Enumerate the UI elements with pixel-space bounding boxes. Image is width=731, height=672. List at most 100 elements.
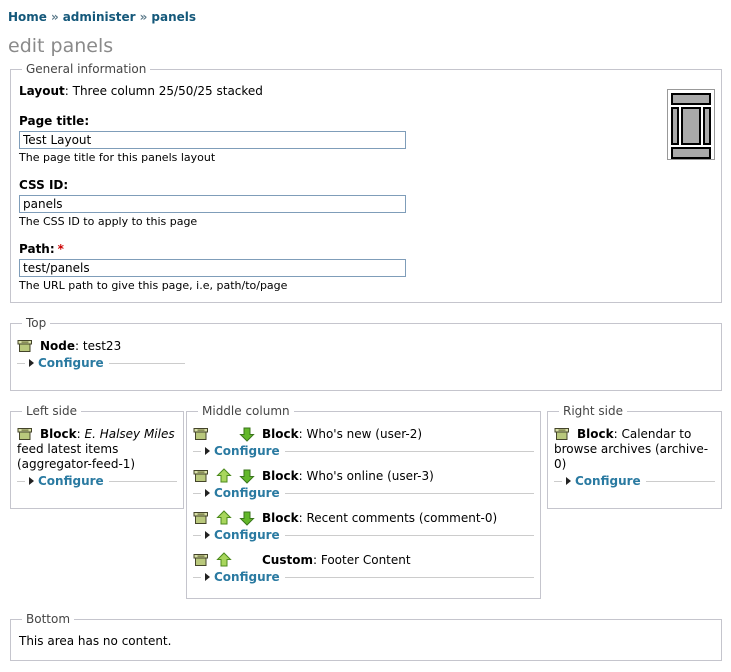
layout-thumbnail-center-col	[681, 107, 701, 145]
trash-icon[interactable]	[554, 426, 570, 442]
layout-label: Layout	[19, 84, 65, 98]
breadcrumb-link-home[interactable]: Home	[8, 10, 47, 24]
pane-middle-custom: Custom: Footer Content Configure	[193, 552, 534, 584]
configure-row: Configure	[193, 444, 534, 458]
collapse-arrow-icon	[205, 447, 210, 455]
configure-link[interactable]: Configure	[575, 474, 641, 488]
move-up-icon[interactable]	[216, 552, 232, 568]
path-help-text: The URL path to give this page, i.e, pat…	[19, 279, 288, 292]
configure-link[interactable]: Configure	[214, 444, 280, 458]
configure-link[interactable]: Configure	[38, 474, 104, 488]
layout-thumbnail-left-col	[671, 107, 679, 145]
pane-top-node: Node: test23 Configure	[17, 338, 185, 370]
collapse-arrow-icon	[205, 489, 210, 497]
configure-row: Configure	[193, 570, 534, 584]
left-side-fieldset: Left side Block: E. Halsey Miles feed la…	[10, 404, 184, 509]
page-title: edit panels	[8, 35, 114, 57]
move-up-icon[interactable]	[216, 510, 232, 526]
layout-thumbnail-right-col	[703, 107, 711, 145]
move-up-icon[interactable]	[216, 468, 232, 484]
path-field-label: Path: *	[19, 242, 64, 256]
pane-type-label: Block	[262, 511, 299, 525]
pane-type-label: Block	[40, 427, 77, 441]
css-id-field-label: CSS ID:	[19, 178, 69, 192]
page-title-input[interactable]	[19, 131, 406, 149]
colon: :	[298, 469, 303, 483]
divider-line	[645, 480, 715, 482]
move-down-icon[interactable]	[239, 426, 255, 442]
pane-type-label: Block	[262, 469, 299, 483]
top-area-fieldset: Top Node: test23 Configure	[10, 316, 722, 391]
left-side-legend: Left side	[26, 404, 77, 418]
layout-thumbnail-top-bar	[671, 93, 711, 105]
colon: :	[75, 339, 80, 353]
css-id-help-text: The CSS ID to apply to this page	[19, 215, 198, 228]
trash-icon[interactable]	[193, 426, 209, 442]
divider-dash	[193, 534, 201, 536]
pane-left-block: Block: E. Halsey Miles feed latest items…	[17, 426, 177, 488]
pane-title: Recent comments (comment-0)	[306, 511, 498, 525]
required-marker: *	[57, 242, 64, 256]
pane-title: Who's new (user-2)	[306, 427, 423, 441]
layout-thumbnail	[667, 89, 715, 160]
path-input[interactable]	[19, 259, 406, 277]
configure-row: Configure	[193, 486, 534, 500]
pane-title: Who's online (user-3)	[306, 469, 434, 483]
configure-link[interactable]: Configure	[214, 486, 280, 500]
trash-icon[interactable]	[193, 510, 209, 526]
divider-dash	[17, 480, 25, 482]
panel-columns-row: Left side Block: E. Halsey Miles feed la…	[10, 404, 722, 599]
right-side-legend: Right side	[563, 404, 623, 418]
middle-column-fieldset: Middle column Block: Who's new (user-2) …	[186, 404, 541, 599]
colon: :	[76, 427, 81, 441]
configure-link[interactable]: Configure	[38, 356, 104, 370]
pane-title: Footer Content	[320, 553, 411, 567]
move-down-icon[interactable]	[239, 468, 255, 484]
divider-line	[284, 534, 534, 536]
configure-row: Configure	[17, 474, 177, 488]
move-down-icon[interactable]	[239, 510, 255, 526]
trash-icon[interactable]	[193, 468, 209, 484]
divider-dash	[193, 450, 201, 452]
colon: :	[613, 427, 618, 441]
breadcrumb-link-administer[interactable]: administer	[62, 10, 136, 24]
collapse-arrow-icon	[29, 477, 34, 485]
collapse-arrow-icon	[566, 477, 571, 485]
pane-right-block: Block: Calendar to browse archives (arch…	[554, 426, 715, 488]
trash-icon[interactable]	[193, 552, 209, 568]
divider-line	[108, 480, 177, 482]
css-id-form-item: CSS ID: The CSS ID to apply to this page	[19, 178, 715, 228]
general-information-fieldset: General information Layout: Three column…	[10, 62, 722, 303]
pane-type-label: Block	[577, 427, 614, 441]
layout-value: Three column 25/50/25 stacked	[72, 84, 263, 98]
breadcrumb-separator: »	[139, 10, 148, 24]
breadcrumb: Home» administer» panels	[8, 10, 724, 24]
pane-type-label: Block	[262, 427, 299, 441]
css-id-input[interactable]	[19, 195, 406, 213]
colon: :	[312, 553, 318, 567]
pane-type-label: Node	[40, 339, 76, 353]
configure-link[interactable]: Configure	[214, 570, 280, 584]
configure-row: Configure	[193, 528, 534, 542]
pane-middle-block-2: Block: Who's online (user-3) Configure	[193, 468, 534, 500]
layout-summary: Layout: Three column 25/50/25 stacked	[19, 84, 715, 98]
colon: :	[298, 427, 303, 441]
top-area-legend: Top	[26, 316, 47, 330]
configure-row: Configure	[17, 356, 185, 370]
page-title-form-item: Page title: The page title for this pane…	[19, 114, 715, 164]
trash-icon[interactable]	[17, 426, 33, 442]
pane-title: feed latest items (aggregator-feed-1)	[17, 442, 136, 471]
configure-link[interactable]: Configure	[214, 528, 280, 542]
divider-line	[108, 362, 185, 364]
trash-icon[interactable]	[17, 338, 33, 354]
bottom-area-fieldset: Bottom This area has no content.	[10, 612, 722, 661]
path-form-item: Path:* The URL path to give this page, i…	[19, 242, 715, 292]
collapse-arrow-icon	[205, 573, 210, 581]
page-title-help-text: The page title for this panels layout	[19, 151, 216, 164]
breadcrumb-link-panels[interactable]: panels	[151, 10, 196, 24]
pane-title: test23	[82, 339, 122, 353]
divider-dash	[554, 480, 562, 482]
divider-dash	[193, 576, 201, 578]
collapse-arrow-icon	[29, 359, 34, 367]
